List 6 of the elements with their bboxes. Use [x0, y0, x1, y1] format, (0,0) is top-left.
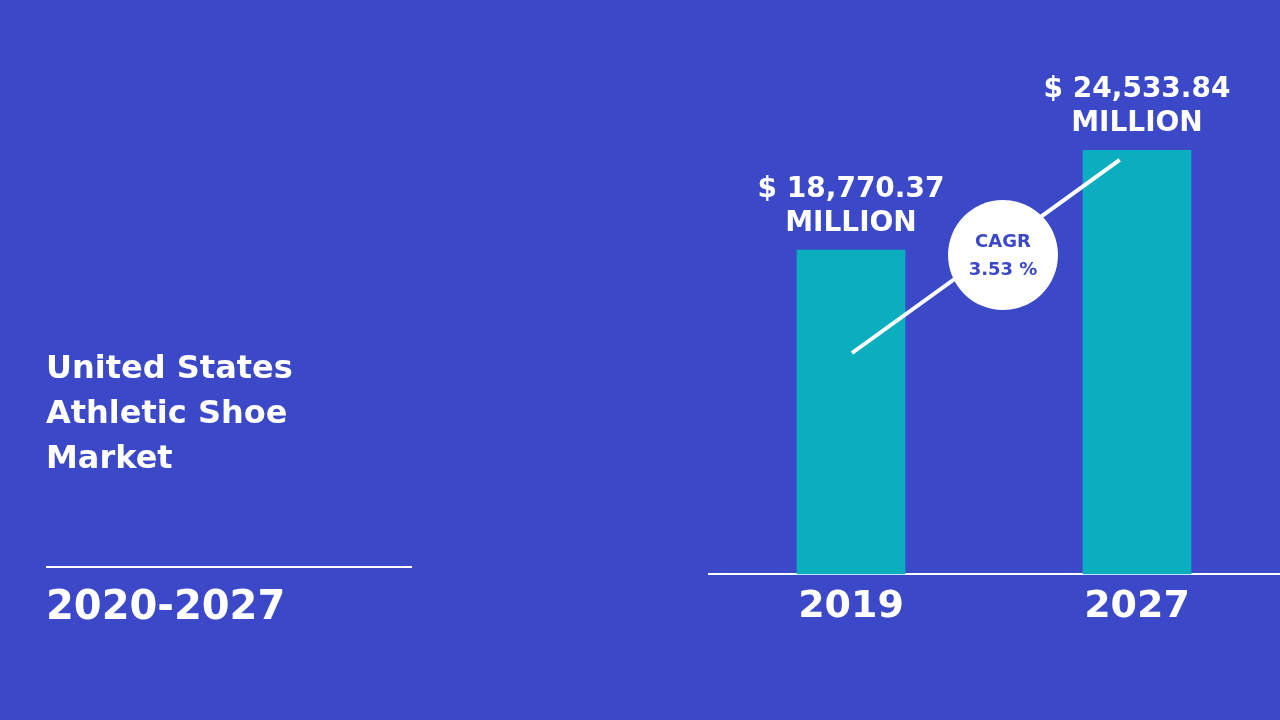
data-label: $ 18,770.37 MILLION [757, 171, 945, 239]
x-tick-label: 2019 [798, 582, 904, 627]
x-tick-label: 2027 [1084, 582, 1190, 627]
text: 2020-2027 [46, 582, 286, 628]
data-label: $ 24,533.84 MILLION [1043, 71, 1231, 139]
text: United States Athletic Shoe Market [46, 347, 294, 478]
